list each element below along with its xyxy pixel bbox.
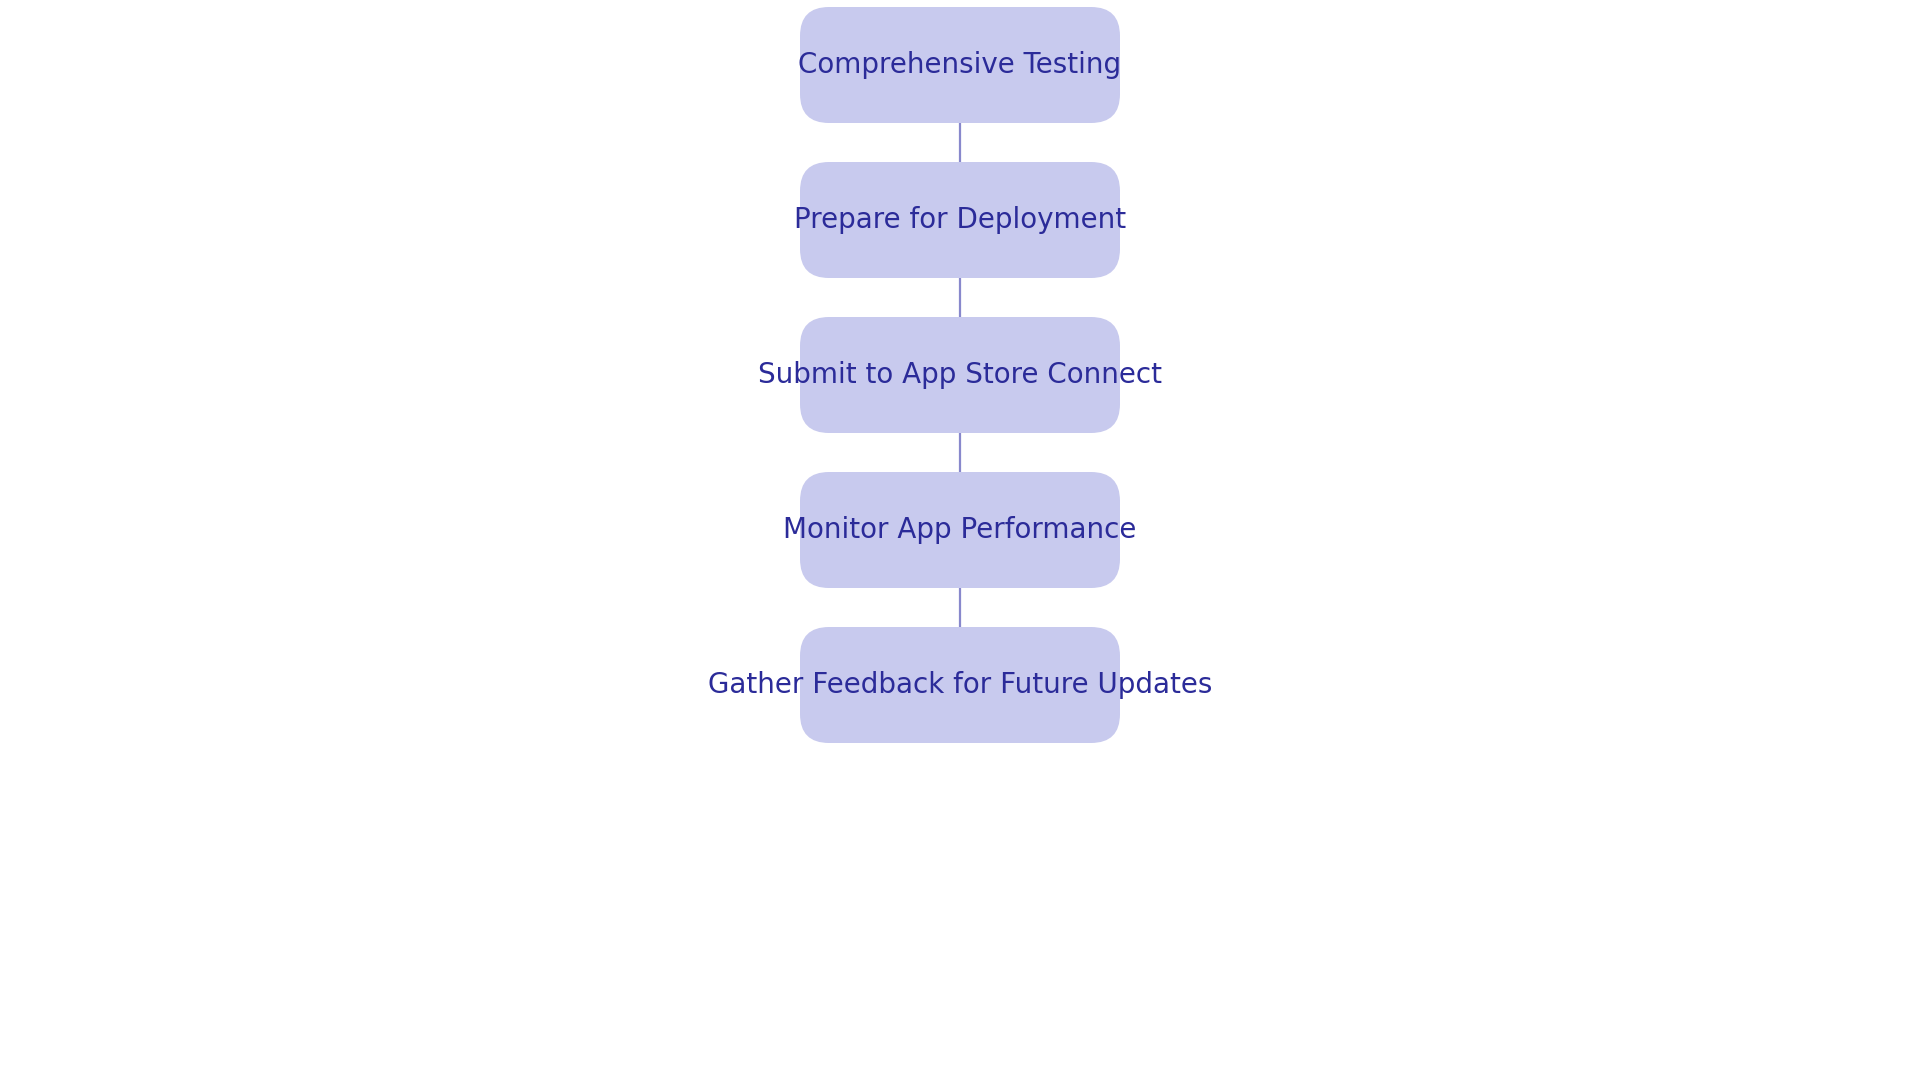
Text: Submit to App Store Connect: Submit to App Store Connect <box>758 361 1162 389</box>
Text: Prepare for Deployment: Prepare for Deployment <box>795 206 1125 234</box>
FancyBboxPatch shape <box>801 162 1119 278</box>
FancyBboxPatch shape <box>801 472 1119 588</box>
FancyBboxPatch shape <box>801 627 1119 743</box>
Text: Gather Feedback for Future Updates: Gather Feedback for Future Updates <box>708 671 1212 699</box>
FancyBboxPatch shape <box>801 317 1119 433</box>
Text: Monitor App Performance: Monitor App Performance <box>783 516 1137 544</box>
Text: Comprehensive Testing: Comprehensive Testing <box>799 51 1121 79</box>
FancyBboxPatch shape <box>801 6 1119 123</box>
